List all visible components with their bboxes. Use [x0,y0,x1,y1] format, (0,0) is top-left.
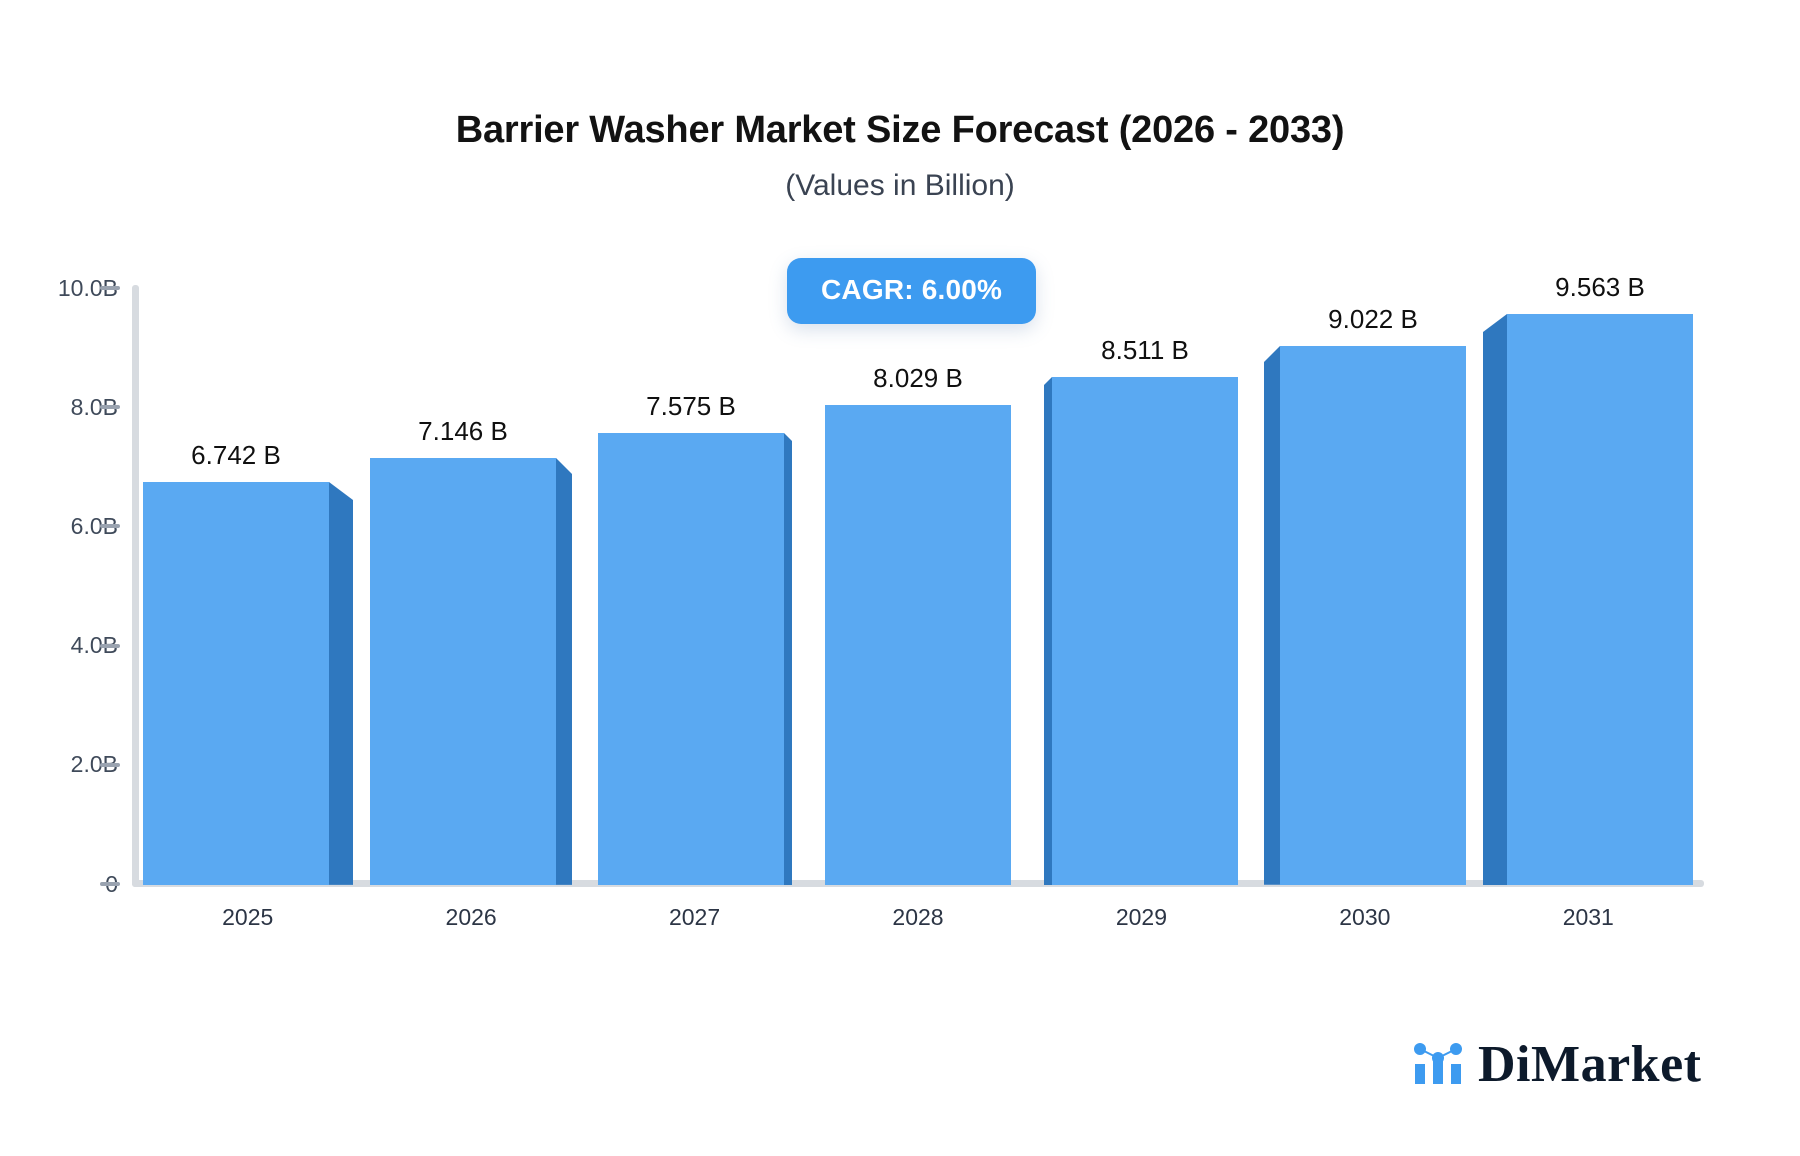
x-axis-tick-label: 2029 [1115,904,1167,930]
x-axis-tick-label: 2031 [1562,904,1614,930]
bar-value-label: 8.029 B [873,363,963,394]
x-axis-tick-label: 2027 [668,904,721,930]
bar-side-face [1044,376,1052,885]
x-axis-tick-label: 2028 [892,904,944,930]
chart-title: Barrier Washer Market Size Forecast (202… [455,109,1345,151]
bar-front-face[interactable] [598,432,784,885]
x-axis-tick-label: 2025 [222,904,274,930]
y-axis-tick-mark [100,286,120,290]
bar-front-face[interactable] [370,458,556,885]
y-axis-tick-mark [100,762,120,767]
x-axis-tick-label: 2026 [445,904,497,930]
bar-side-face [784,432,792,885]
bar-value-label: 7.146 B [418,416,508,447]
cagr-badge: CAGR: 6.00% [787,258,1037,324]
bar-value-label: 8.511 B [1101,334,1189,365]
y-axis-tick-mark [100,882,120,886]
y-axis-tick-mark [100,524,120,529]
title-block: Barrier Washer Market Size Forecast (202… [0,109,1800,202]
bar-side-face [1483,314,1507,885]
y-axis-line [132,285,139,887]
bar-value-label: 7.575 B [646,390,736,421]
bar-value-label: 9.563 B [1555,272,1645,303]
chart-subtitle: (Values in Billion) [785,168,1015,202]
bar-trend-icon [1412,1038,1464,1091]
y-axis-tick-mark [100,643,120,648]
bar-front-face[interactable] [1280,346,1466,885]
dimarket-logo: DiMarket [1412,1038,1701,1091]
logo-wordmark: DiMarket [1478,1035,1702,1093]
bar-value-label: 6.742 B [191,440,281,471]
bar-front-face[interactable] [143,482,329,885]
y-axis-tick-mark [100,405,120,410]
bar-front-face[interactable] [825,405,1011,885]
bar-side-face [556,458,572,885]
x-axis-tick-label: 2030 [1339,904,1391,930]
bar-side-face [1264,346,1280,885]
bar-front-face[interactable] [1052,376,1238,885]
bar-value-label: 9.022 B [1328,304,1418,335]
bar-side-face [329,482,353,885]
bar-front-face[interactable] [1507,314,1693,885]
